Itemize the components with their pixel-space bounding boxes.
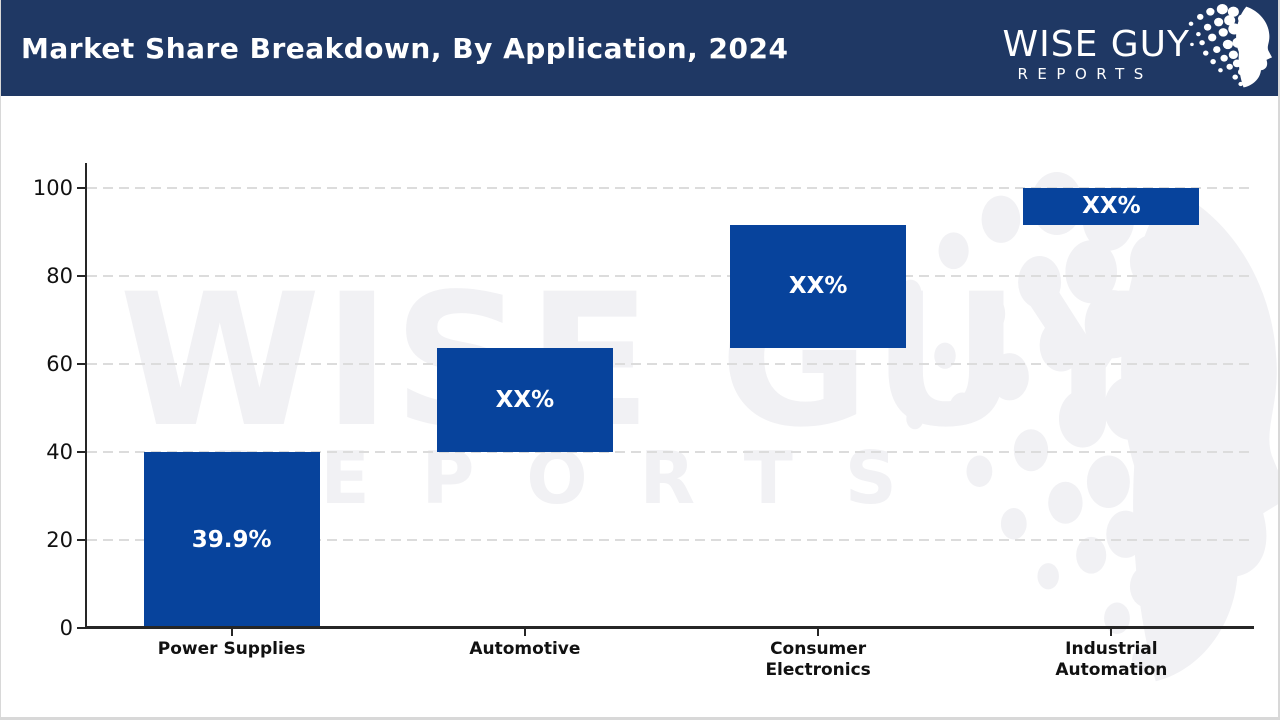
gridline (87, 538, 1254, 541)
y-axis-tick (77, 186, 85, 189)
x-axis-tick (817, 628, 820, 636)
gridline (87, 450, 1254, 453)
logo-reports: REPORTS (1017, 64, 1153, 83)
watermark-face-icon (859, 172, 1280, 697)
x-tick-label: Automotive (469, 639, 581, 659)
bar-value-label: XX% (495, 387, 555, 413)
gridline (87, 186, 1254, 189)
y-tick-label: 0 (59, 615, 73, 640)
y-axis-tick (77, 362, 85, 365)
gridline (87, 362, 1254, 365)
bar: XX% (436, 348, 613, 452)
x-tick-label: Consumer Electronics (765, 639, 871, 680)
y-tick-label: 20 (46, 527, 73, 552)
gridline (87, 274, 1254, 277)
y-tick-label: 80 (46, 263, 73, 288)
bar: 39.9% (143, 451, 320, 628)
y-tick-label: 40 (46, 439, 73, 464)
bar: XX% (1023, 187, 1200, 225)
bar-value-label: 39.9% (191, 526, 272, 553)
x-tick-label: Power Supplies (157, 639, 306, 659)
y-axis-spine (85, 163, 87, 629)
y-axis-tick (77, 626, 85, 629)
logo-wordmark: WISE GUY (1002, 23, 1190, 65)
header-bar: Market Share Breakdown, By Application, … (1, 0, 1278, 96)
watermark-reports: REPORTS (213, 436, 949, 520)
y-tick-label: 60 (46, 351, 73, 376)
page-title: Market Share Breakdown, By Application, … (21, 31, 789, 65)
logo-face-icon (1180, 4, 1272, 90)
x-axis-tick (523, 628, 526, 636)
y-tick-label: 100 (32, 175, 73, 200)
x-axis-spine (85, 626, 1254, 629)
y-axis-tick (77, 450, 85, 453)
bar-value-label: XX% (788, 273, 848, 300)
bar-value-label: XX% (1082, 193, 1141, 220)
y-axis-tick (77, 274, 85, 277)
y-axis-tick (77, 538, 85, 541)
x-axis-tick (230, 628, 233, 636)
x-tick-label: Industrial Automation (1055, 639, 1168, 680)
brand-logo: WISE GUY REPORTS (1003, 4, 1273, 90)
bar: XX% (730, 224, 907, 349)
x-axis-tick (1110, 628, 1113, 636)
